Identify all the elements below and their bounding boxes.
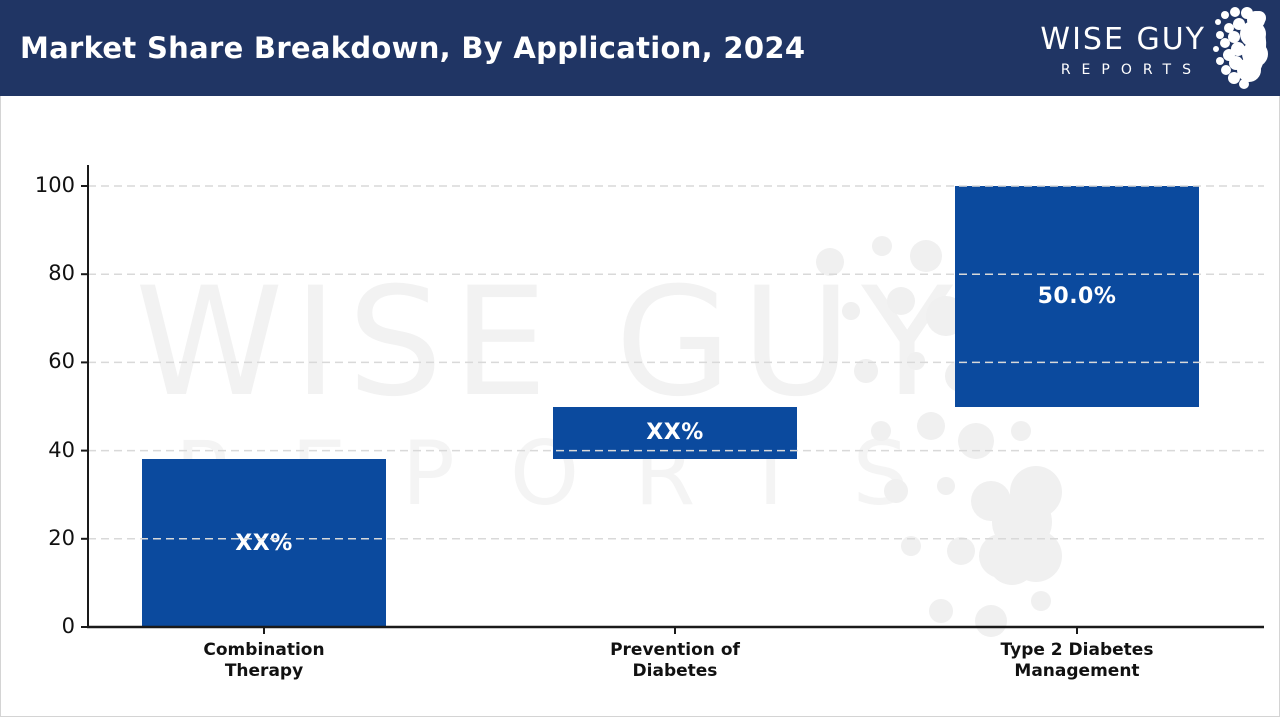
x-axis-category-label: Type 2 Diabetes Management — [1000, 640, 1154, 681]
y-axis-tick-label: 40 — [48, 437, 75, 462]
header-bar: Market Share Breakdown, By Application, … — [0, 0, 1280, 96]
bar-value-label: XX% — [235, 530, 293, 556]
watermark-text-wiseguy: WISE GUY — [135, 256, 963, 430]
bar-value-label: 50.0% — [1037, 283, 1117, 309]
brand-logo: WISE GUY REPORTS — [1012, 0, 1272, 96]
y-axis-tick-label: 80 — [48, 261, 75, 286]
logo-head-icon — [1213, 7, 1268, 89]
logo-wiseguy-text: WISE GUY — [1040, 22, 1206, 57]
plot-area: XX% XX% 50.0% 0 20 40 60 80 100 Combination Thera… — [0, 96, 1280, 720]
bar-3: 50.0% — [955, 186, 1199, 407]
y-axis-tick-label: 20 — [48, 525, 75, 550]
y-axis-tick-label: 100 — [34, 173, 75, 197]
logo-reports-text: REPORTS — [1060, 62, 1202, 78]
x-axis-category-label: Prevention of Diabetes — [610, 640, 740, 681]
y-axis-tick-label: 60 — [48, 349, 75, 374]
y-axis-tick-label: 0 — [61, 614, 75, 638]
bar-value-label: XX% — [646, 420, 704, 446]
x-axis-category-label: Combination Therapy — [203, 640, 325, 681]
page-title: Market Share Breakdown, By Application, … — [20, 31, 806, 65]
bar-1: XX% — [142, 459, 386, 627]
